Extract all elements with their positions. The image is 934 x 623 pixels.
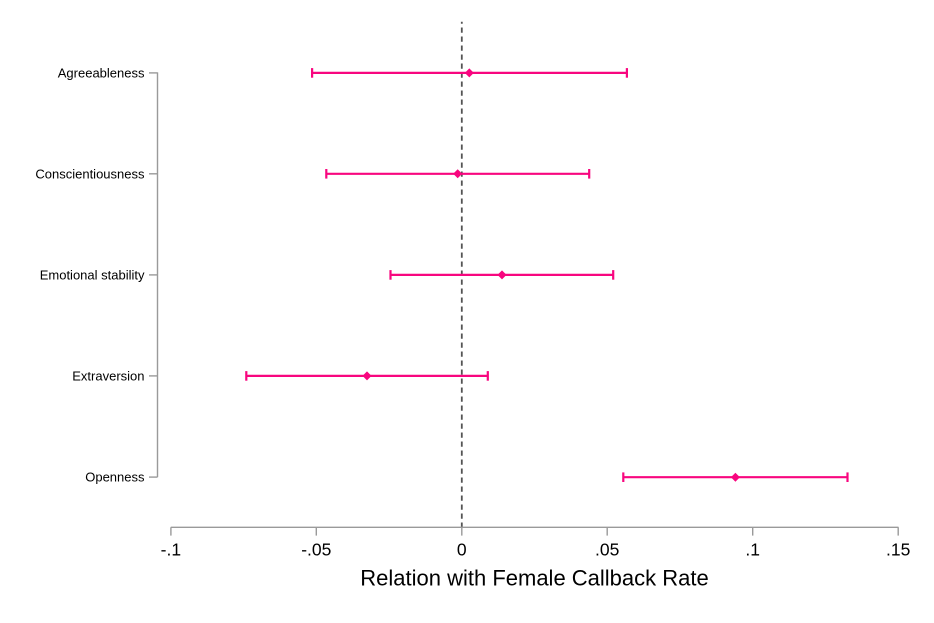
svg-text:Emotional stability: Emotional stability [40,267,145,282]
svg-text:.05: .05 [595,540,619,560]
svg-text:Agreeableness: Agreeableness [58,65,145,80]
svg-text:-.1: -.1 [161,540,181,560]
svg-text:Relation with Female Callback: Relation with Female Callback Rate [360,566,709,591]
svg-text:Openness: Openness [85,470,145,485]
svg-text:.15: .15 [886,540,910,560]
svg-text:Extraversion: Extraversion [72,368,144,383]
svg-text:Conscientiousness: Conscientiousness [35,166,145,181]
svg-text:.1: .1 [745,540,760,560]
svg-text:-.05: -.05 [301,540,331,560]
svg-text:0: 0 [457,540,467,560]
